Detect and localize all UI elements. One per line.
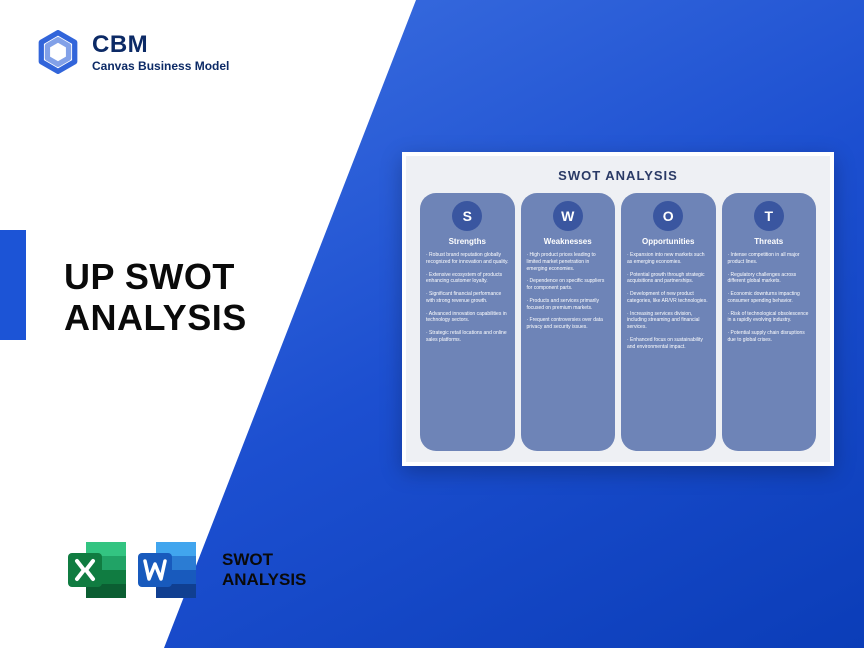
- list-item: · Advanced innovation capabilities in te…: [426, 311, 509, 325]
- list-item: · Strategic retail locations and online …: [426, 330, 509, 344]
- list-item: · Development of new product categories,…: [627, 291, 710, 305]
- brand-tagline: Canvas Business Model: [92, 59, 229, 73]
- apps-label-line2: ANALYSIS: [222, 570, 306, 590]
- list-item: · High product prices leading to limited…: [527, 252, 610, 272]
- excel-icon: [64, 536, 132, 604]
- page-title: UP SWOT ANALYSIS: [64, 256, 247, 339]
- swot-label-w: Weaknesses: [544, 237, 592, 246]
- list-item: · Robust brand reputation globally recog…: [426, 252, 509, 266]
- accent-bar: [0, 230, 26, 340]
- list-item: · Economic downturns impacting consumer …: [728, 291, 811, 305]
- apps-label: SWOT ANALYSIS: [222, 550, 306, 591]
- swot-label-s: Strengths: [449, 237, 486, 246]
- swot-card: SWOT ANALYSIS S Strengths · Robust brand…: [402, 152, 834, 466]
- apps-label-line1: SWOT: [222, 550, 306, 570]
- swot-letter-w: W: [553, 201, 583, 231]
- page-title-line2: ANALYSIS: [64, 297, 247, 338]
- list-item: · Significant financial performance with…: [426, 291, 509, 305]
- swot-letter-t: T: [754, 201, 784, 231]
- list-item: · Increasing services division, includin…: [627, 311, 710, 331]
- swot-col-strengths: S Strengths · Robust brand reputation gl…: [420, 193, 515, 451]
- swot-col-threats: T Threats · Intense competition in all m…: [722, 193, 817, 451]
- swot-label-t: Threats: [754, 237, 783, 246]
- list-item: · Products and services primarily focuse…: [527, 298, 610, 312]
- list-item: · Risk of technological obsolescence in …: [728, 311, 811, 325]
- list-item: · Regulatory challenges across different…: [728, 272, 811, 286]
- swot-col-weaknesses: W Weaknesses · High product prices leadi…: [521, 193, 616, 451]
- swot-items-s: · Robust brand reputation globally recog…: [426, 252, 509, 350]
- swot-label-o: Opportunities: [642, 237, 694, 246]
- brand-logo-text: CBM Canvas Business Model: [92, 31, 229, 73]
- swot-letter-o: O: [653, 201, 683, 231]
- list-item: · Enhanced focus on sustainability and e…: [627, 337, 710, 351]
- brand-name: CBM: [92, 31, 229, 59]
- list-item: · Expansion into new markets such as eme…: [627, 252, 710, 266]
- page-title-line1: UP SWOT: [64, 256, 247, 297]
- word-icon: [134, 536, 202, 604]
- swot-col-opportunities: O Opportunities · Expansion into new mar…: [621, 193, 716, 451]
- apps-area: SWOT ANALYSIS: [64, 536, 306, 604]
- list-item: · Frequent controversies over data priva…: [527, 317, 610, 331]
- brand-logo-icon: [36, 30, 80, 74]
- swot-card-title: SWOT ANALYSIS: [420, 168, 816, 183]
- swot-items-o: · Expansion into new markets such as eme…: [627, 252, 710, 356]
- swot-items-w: · High product prices leading to limited…: [527, 252, 610, 337]
- list-item: · Potential growth through strategic acq…: [627, 272, 710, 286]
- swot-letter-s: S: [452, 201, 482, 231]
- swot-items-t: · Intense competition in all major produ…: [728, 252, 811, 350]
- swot-columns: S Strengths · Robust brand reputation gl…: [420, 193, 816, 451]
- brand-logo-area: CBM Canvas Business Model: [36, 30, 229, 74]
- list-item: · Dependence on specific suppliers for c…: [527, 278, 610, 292]
- list-item: · Extensive ecosystem of products enhanc…: [426, 272, 509, 286]
- list-item: · Intense competition in all major produ…: [728, 252, 811, 266]
- list-item: · Potential supply chain disruptions due…: [728, 330, 811, 344]
